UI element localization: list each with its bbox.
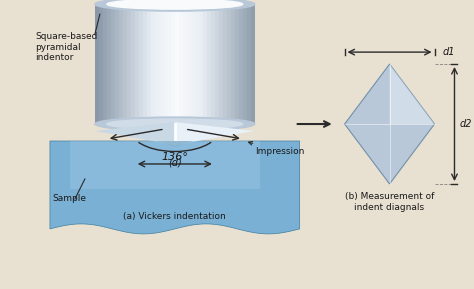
Text: Square-based
pyramidal
indentor: Square-based pyramidal indentor <box>35 32 97 62</box>
Ellipse shape <box>107 119 243 129</box>
Bar <box>123 4 127 124</box>
Bar <box>239 4 243 124</box>
Bar <box>151 4 155 124</box>
Bar <box>135 4 139 124</box>
Bar <box>191 4 195 124</box>
Bar <box>183 4 187 124</box>
Bar <box>227 4 231 124</box>
Bar <box>127 4 131 124</box>
Text: (b) Measurement of
indent diagnals: (b) Measurement of indent diagnals <box>345 192 434 212</box>
Bar <box>115 4 119 124</box>
Bar <box>147 4 151 124</box>
Bar <box>95 4 99 124</box>
Text: Impression: Impression <box>248 142 304 156</box>
Bar <box>119 4 123 124</box>
Bar <box>131 4 135 124</box>
Polygon shape <box>70 141 260 189</box>
Text: (d): (d) <box>168 158 182 168</box>
Bar <box>231 4 235 124</box>
Bar <box>195 4 199 124</box>
Bar <box>143 4 147 124</box>
Bar <box>99 4 103 124</box>
Bar <box>139 4 143 124</box>
Bar <box>203 4 207 124</box>
Bar <box>215 4 219 124</box>
Bar <box>111 4 115 124</box>
Bar <box>243 4 247 124</box>
Text: (a) Vickers indentation: (a) Vickers indentation <box>123 212 226 221</box>
Ellipse shape <box>107 0 243 9</box>
Bar <box>211 4 215 124</box>
Ellipse shape <box>95 117 255 131</box>
Polygon shape <box>175 122 255 144</box>
Bar <box>163 4 167 124</box>
Bar <box>107 4 111 124</box>
Bar <box>247 4 251 124</box>
Bar <box>171 4 175 124</box>
Text: 136°: 136° <box>161 152 188 162</box>
Bar <box>103 4 107 124</box>
Polygon shape <box>95 122 175 144</box>
Bar <box>175 4 179 124</box>
Bar <box>251 4 255 124</box>
Bar <box>159 4 163 124</box>
Polygon shape <box>390 64 435 124</box>
Bar <box>223 4 227 124</box>
Bar <box>155 4 159 124</box>
Bar <box>207 4 211 124</box>
Bar <box>167 4 171 124</box>
Polygon shape <box>345 64 435 184</box>
Bar <box>235 4 239 124</box>
Text: d1: d1 <box>443 47 455 57</box>
Text: Sample: Sample <box>52 194 86 203</box>
Polygon shape <box>50 141 300 234</box>
Bar <box>179 4 183 124</box>
Ellipse shape <box>95 0 255 11</box>
Polygon shape <box>130 141 220 146</box>
Bar <box>219 4 223 124</box>
Text: d2: d2 <box>459 119 472 129</box>
Bar <box>199 4 203 124</box>
Bar <box>187 4 191 124</box>
